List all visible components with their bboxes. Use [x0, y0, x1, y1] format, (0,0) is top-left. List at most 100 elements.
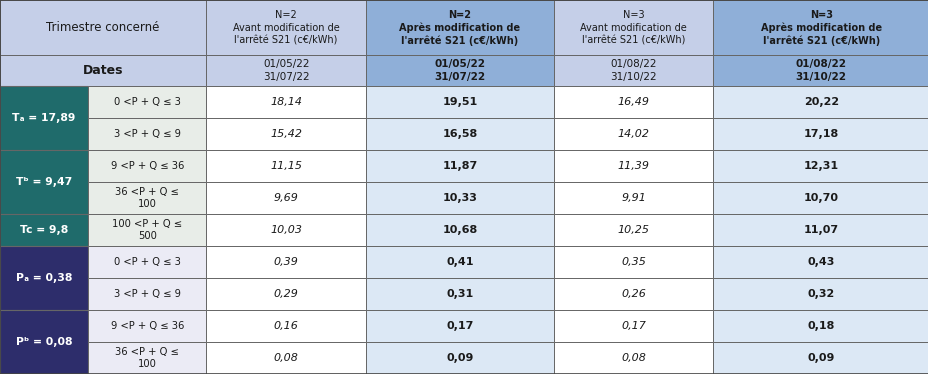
Text: N=2
Avant modification de
l'arrêté S21 (c€/kWh): N=2 Avant modification de l'arrêté S21 (… [233, 10, 339, 45]
Bar [713, 246, 928, 278]
Text: 0,39: 0,39 [274, 257, 298, 267]
Bar [553, 214, 713, 246]
Bar [553, 118, 713, 150]
Text: 10,70: 10,70 [803, 193, 838, 203]
Text: 0,17: 0,17 [445, 321, 473, 331]
Text: 0,26: 0,26 [621, 289, 645, 299]
Text: Pᵇ = 0,08: Pᵇ = 0,08 [16, 337, 72, 347]
Text: 0,35: 0,35 [621, 257, 645, 267]
Text: 0,09: 0,09 [445, 353, 473, 363]
Bar [88, 246, 206, 278]
Text: 0,08: 0,08 [621, 353, 645, 363]
Text: Trimestre concerné: Trimestre concerné [46, 21, 160, 34]
Text: 0 <P + Q ≤ 3: 0 <P + Q ≤ 3 [114, 257, 180, 267]
Bar [366, 310, 553, 342]
Bar [553, 86, 713, 118]
Bar [206, 0, 366, 55]
Bar [553, 55, 713, 86]
Text: 0,09: 0,09 [806, 353, 834, 363]
Bar [206, 214, 366, 246]
Text: 3 <P + Q ≤ 9: 3 <P + Q ≤ 9 [113, 129, 181, 139]
Bar [713, 182, 928, 214]
Text: 0,16: 0,16 [274, 321, 298, 331]
Bar [0, 310, 88, 374]
Text: 36 <P + Q ≤
100: 36 <P + Q ≤ 100 [115, 347, 179, 369]
Text: 0,43: 0,43 [806, 257, 834, 267]
Bar [206, 86, 366, 118]
Text: 0,18: 0,18 [806, 321, 834, 331]
Text: 9 <P + Q ≤ 36: 9 <P + Q ≤ 36 [110, 321, 184, 331]
Bar [366, 278, 553, 310]
Bar [0, 86, 88, 150]
Text: 100 <P + Q ≤
500: 100 <P + Q ≤ 500 [112, 219, 182, 241]
Text: 10,33: 10,33 [442, 193, 477, 203]
Bar [366, 118, 553, 150]
Text: 0,32: 0,32 [806, 289, 834, 299]
Text: 0,31: 0,31 [445, 289, 473, 299]
Bar [0, 150, 88, 214]
Bar [88, 278, 206, 310]
Bar [206, 118, 366, 150]
Text: 11,87: 11,87 [442, 161, 477, 171]
Text: 17,18: 17,18 [803, 129, 838, 139]
Text: 0,08: 0,08 [274, 353, 298, 363]
Text: 9,69: 9,69 [274, 193, 298, 203]
Text: 12,31: 12,31 [803, 161, 838, 171]
Text: 11,15: 11,15 [270, 161, 302, 171]
Bar [0, 214, 88, 246]
Text: 18,14: 18,14 [270, 97, 302, 107]
Bar [206, 278, 366, 310]
Text: 15,42: 15,42 [270, 129, 302, 139]
Text: 19,51: 19,51 [442, 97, 477, 107]
Bar [553, 182, 713, 214]
Bar [713, 118, 928, 150]
Text: Tₐ = 17,89: Tₐ = 17,89 [12, 113, 76, 123]
Text: 10,25: 10,25 [617, 225, 649, 235]
Bar [713, 150, 928, 182]
Bar [553, 246, 713, 278]
Bar [553, 342, 713, 374]
Bar [206, 310, 366, 342]
Bar [713, 278, 928, 310]
Bar [88, 150, 206, 182]
Text: 16,58: 16,58 [442, 129, 477, 139]
Text: Dates: Dates [83, 64, 123, 77]
Bar [0, 55, 206, 86]
Text: 0,29: 0,29 [274, 289, 298, 299]
Text: 20,22: 20,22 [803, 97, 838, 107]
Text: 11,39: 11,39 [617, 161, 649, 171]
Bar [366, 55, 553, 86]
Bar [88, 342, 206, 374]
Text: 01/08/22
31/10/22: 01/08/22 31/10/22 [795, 59, 845, 82]
Bar [0, 0, 206, 55]
Text: 10,68: 10,68 [442, 225, 477, 235]
Text: 10,03: 10,03 [270, 225, 302, 235]
Bar [88, 86, 206, 118]
Text: Pₐ = 0,38: Pₐ = 0,38 [16, 273, 72, 283]
Bar [88, 310, 206, 342]
Bar [366, 214, 553, 246]
Bar [366, 86, 553, 118]
Text: N=3
Avant modification de
l'arrêté S21 (c€/kWh): N=3 Avant modification de l'arrêté S21 (… [580, 10, 686, 45]
Text: 0 <P + Q ≤ 3: 0 <P + Q ≤ 3 [114, 97, 180, 107]
Bar [713, 0, 928, 55]
Bar [88, 182, 206, 214]
Bar [713, 86, 928, 118]
Text: 0,41: 0,41 [445, 257, 473, 267]
Bar [366, 150, 553, 182]
Bar [553, 310, 713, 342]
Bar [713, 342, 928, 374]
Text: 0,17: 0,17 [621, 321, 645, 331]
Text: 01/05/22
31/07/22: 01/05/22 31/07/22 [433, 59, 485, 82]
Bar [206, 55, 366, 86]
Text: 11,07: 11,07 [803, 225, 838, 235]
Bar [366, 182, 553, 214]
Text: N=2
Après modification de
l'arrêté S21 (c€/kWh): N=2 Après modification de l'arrêté S21 (… [399, 10, 520, 46]
Bar [713, 310, 928, 342]
Text: 9 <P + Q ≤ 36: 9 <P + Q ≤ 36 [110, 161, 184, 171]
Text: 9,91: 9,91 [621, 193, 645, 203]
Bar [206, 342, 366, 374]
Bar [366, 246, 553, 278]
Bar [88, 214, 206, 246]
Bar [206, 150, 366, 182]
